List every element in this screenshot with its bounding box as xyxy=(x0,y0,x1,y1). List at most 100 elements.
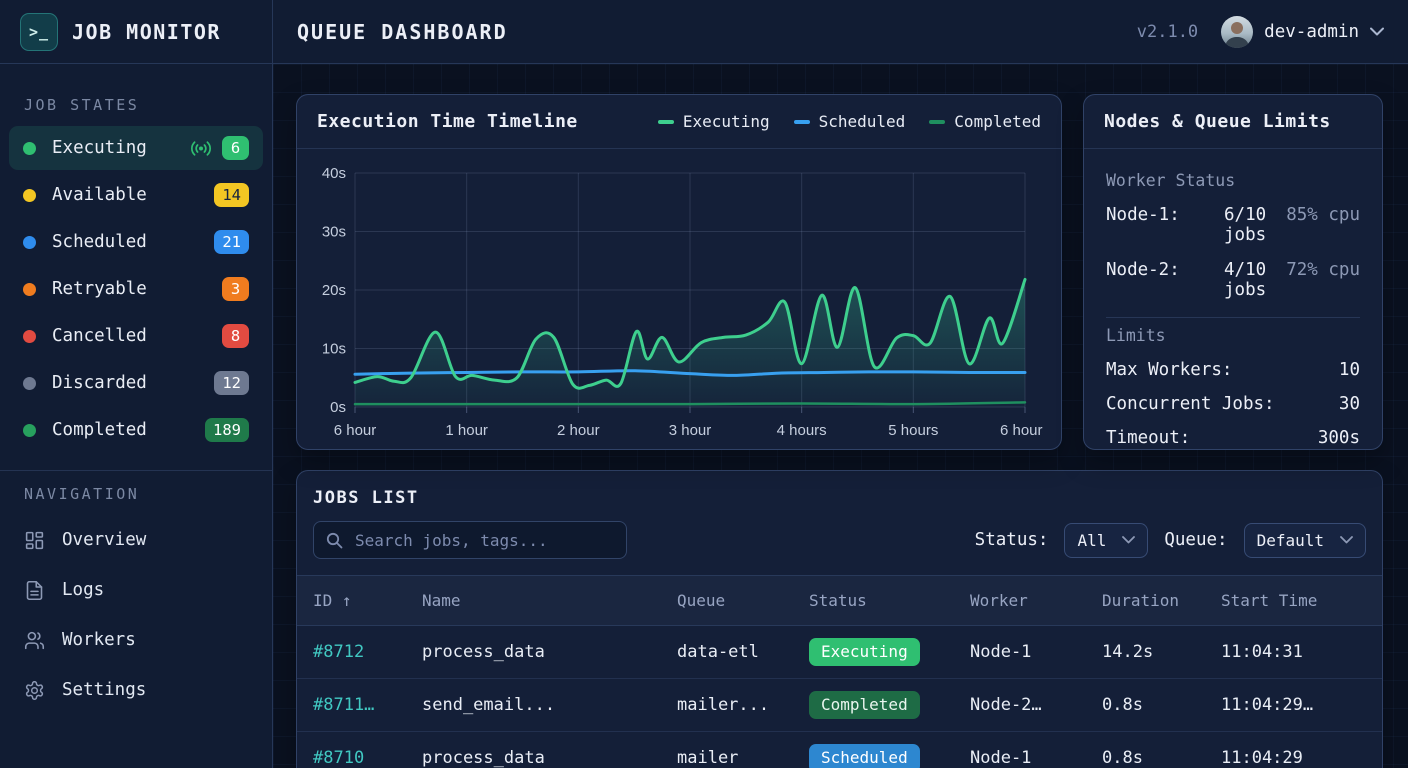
live-signal-icon xyxy=(189,140,213,157)
sidebar-state-executing[interactable]: Executing 6 xyxy=(9,126,263,170)
column-header-starttime[interactable]: Start Time xyxy=(1211,575,1382,626)
execution-timeline-card: Execution Time Timeline Executing Schedul… xyxy=(296,94,1062,450)
state-count-badge: 14 xyxy=(214,183,249,207)
job-name: process_data xyxy=(422,748,545,768)
job-status-badge: Executing xyxy=(809,638,920,667)
job-states-list: Executing 6 Available 14 Scheduled 21 Retryabl… xyxy=(0,126,272,452)
user-name: dev-admin xyxy=(1264,21,1359,42)
jobs-controls: Status: All Queue: Default xyxy=(313,521,1366,575)
legend-item-completed[interactable]: Completed xyxy=(929,112,1041,131)
job-row[interactable]: #8710 process_data mailer Scheduled Node-1 0.… xyxy=(297,732,1382,768)
sidebar-state-available[interactable]: Available 14 xyxy=(9,173,263,217)
column-header-queue[interactable]: Queue xyxy=(667,575,799,626)
chart-title: Execution Time Timeline xyxy=(317,111,578,132)
nav-item-logs[interactable]: Logs xyxy=(0,565,272,615)
jobs-table: ID ↑ Name Queue Status Worker Duration Start T… xyxy=(297,575,1382,768)
overview-icon xyxy=(24,530,45,551)
column-header-id[interactable]: ID ↑ xyxy=(297,575,412,626)
nav-item-label: Overview xyxy=(62,530,147,550)
limit-row: Max Workers: 10 xyxy=(1106,360,1360,380)
job-start-time: 11:04:29… xyxy=(1221,695,1314,716)
limit-row: Timeout: 300s xyxy=(1106,428,1360,448)
svg-text:1 hour: 1 hour xyxy=(445,422,488,439)
svg-text:40s: 40s xyxy=(322,165,346,182)
jobs-search-box[interactable] xyxy=(313,521,627,559)
legend-dash xyxy=(793,119,810,124)
top-bar: QUEUE DASHBOARD v2.1.0 dev-admin xyxy=(273,0,1408,64)
node-name: Node-2: xyxy=(1106,260,1180,280)
node-jobs-value: 4/10 jobs xyxy=(1224,260,1267,300)
jobs-search-input[interactable] xyxy=(353,529,614,551)
job-duration: 0.8s xyxy=(1102,748,1143,768)
job-worker: Node-1 xyxy=(970,642,1032,663)
column-header-duration[interactable]: Duration xyxy=(1092,575,1211,626)
limit-label: Max Workers: xyxy=(1106,360,1233,380)
job-id-link[interactable]: #8710 xyxy=(313,748,365,768)
series-line-executing xyxy=(353,277,1027,390)
job-start-time: 11:04:29 xyxy=(1221,748,1303,768)
job-id-link[interactable]: #8711… xyxy=(313,695,375,716)
sidebar-state-scheduled[interactable]: Scheduled 21 xyxy=(9,220,263,264)
svg-text:6 hour: 6 hour xyxy=(334,422,377,439)
queue-filter-value: Default xyxy=(1256,530,1324,550)
svg-text:30s: 30s xyxy=(322,224,346,241)
limit-label: Timeout: xyxy=(1106,428,1191,448)
jobs-table-body: #8712 process_data data-etl Executing Node-1… xyxy=(297,626,1382,768)
workers-icon xyxy=(24,630,45,651)
user-menu[interactable]: dev-admin xyxy=(1221,15,1384,48)
state-count-badge: 189 xyxy=(205,418,249,442)
job-worker: Node-1 xyxy=(970,748,1032,768)
legend-dash xyxy=(929,119,946,124)
column-header-name[interactable]: Name xyxy=(412,575,667,626)
job-worker: Node-2… xyxy=(970,695,1042,716)
top-cards-row: Execution Time Timeline Executing Schedul… xyxy=(296,94,1383,450)
nav-item-label: Logs xyxy=(62,580,105,600)
sidebar-state-cancelled[interactable]: Cancelled 8 xyxy=(9,314,263,358)
node-jobs-value: 6/10 jobs xyxy=(1224,205,1267,245)
node-cpu-value: 85% cpu xyxy=(1286,205,1360,225)
state-label: Completed xyxy=(52,420,147,440)
svg-text:10s: 10s xyxy=(322,341,346,358)
column-header-worker[interactable]: Worker xyxy=(960,575,1092,626)
nav-item-overview[interactable]: Overview xyxy=(0,515,272,565)
state-count-badge: 21 xyxy=(214,230,249,254)
series-line-scheduled xyxy=(353,369,1027,377)
worker-status-row: Node-1: 6/10 jobs 85% cpu xyxy=(1106,205,1360,245)
job-name: process_data xyxy=(422,642,545,663)
nodes-card-title: Nodes & Queue Limits xyxy=(1104,111,1331,132)
svg-text:6 hours: 6 hours xyxy=(1000,422,1043,439)
legend-item-executing[interactable]: Executing xyxy=(657,112,770,131)
nav-item-workers[interactable]: Workers xyxy=(0,615,272,665)
state-dot xyxy=(23,329,36,343)
queue-filter-select[interactable]: Default xyxy=(1243,522,1366,558)
job-row[interactable]: #8711… send_email... mailer... Completed Nod… xyxy=(297,679,1382,732)
terminal-glyph: >_ xyxy=(28,22,50,41)
limit-value: 300s xyxy=(1317,428,1360,448)
main-content: Execution Time Timeline Executing Schedul… xyxy=(273,64,1408,768)
sidebar-state-completed[interactable]: Completed 189 xyxy=(9,408,263,452)
series-line-completed xyxy=(353,401,1027,406)
nodes-card-body: Worker Status Node-1: 6/10 jobs 85% cpu Nod… xyxy=(1084,149,1382,476)
node-name: Node-1: xyxy=(1106,205,1180,225)
column-header-status[interactable]: Status xyxy=(799,575,960,626)
job-id-link[interactable]: #8712 xyxy=(313,642,365,663)
status-filter-select[interactable]: All xyxy=(1064,522,1149,558)
jobs-list-card: JOBS LIST Status: All xyxy=(296,470,1383,768)
status-filter-label: Status: xyxy=(974,530,1049,550)
chevron-down-icon xyxy=(1340,536,1353,544)
sidebar-state-retryable[interactable]: Retryable 3 xyxy=(9,267,263,311)
limit-row: Concurrent Jobs: 30 xyxy=(1106,394,1360,414)
legend-label: Completed xyxy=(954,112,1041,131)
sidebar-state-discarded[interactable]: Discarded 12 xyxy=(9,361,263,405)
version-label: v2.1.0 xyxy=(1136,21,1199,42)
limits-label: Limits xyxy=(1106,326,1166,345)
executing-area-fill xyxy=(355,279,1025,407)
job-duration: 14.2s xyxy=(1102,642,1154,663)
worker-status-row: Node-2: 4/10 jobs 72% cpu xyxy=(1106,260,1360,300)
job-row[interactable]: #8712 process_data data-etl Executing Node-1… xyxy=(297,626,1382,679)
job-queue: mailer... xyxy=(677,695,770,716)
state-dot xyxy=(23,282,36,296)
nav-item-settings[interactable]: Settings xyxy=(0,665,272,715)
legend-label: Executing xyxy=(682,112,770,131)
legend-item-scheduled[interactable]: Scheduled xyxy=(793,112,905,131)
